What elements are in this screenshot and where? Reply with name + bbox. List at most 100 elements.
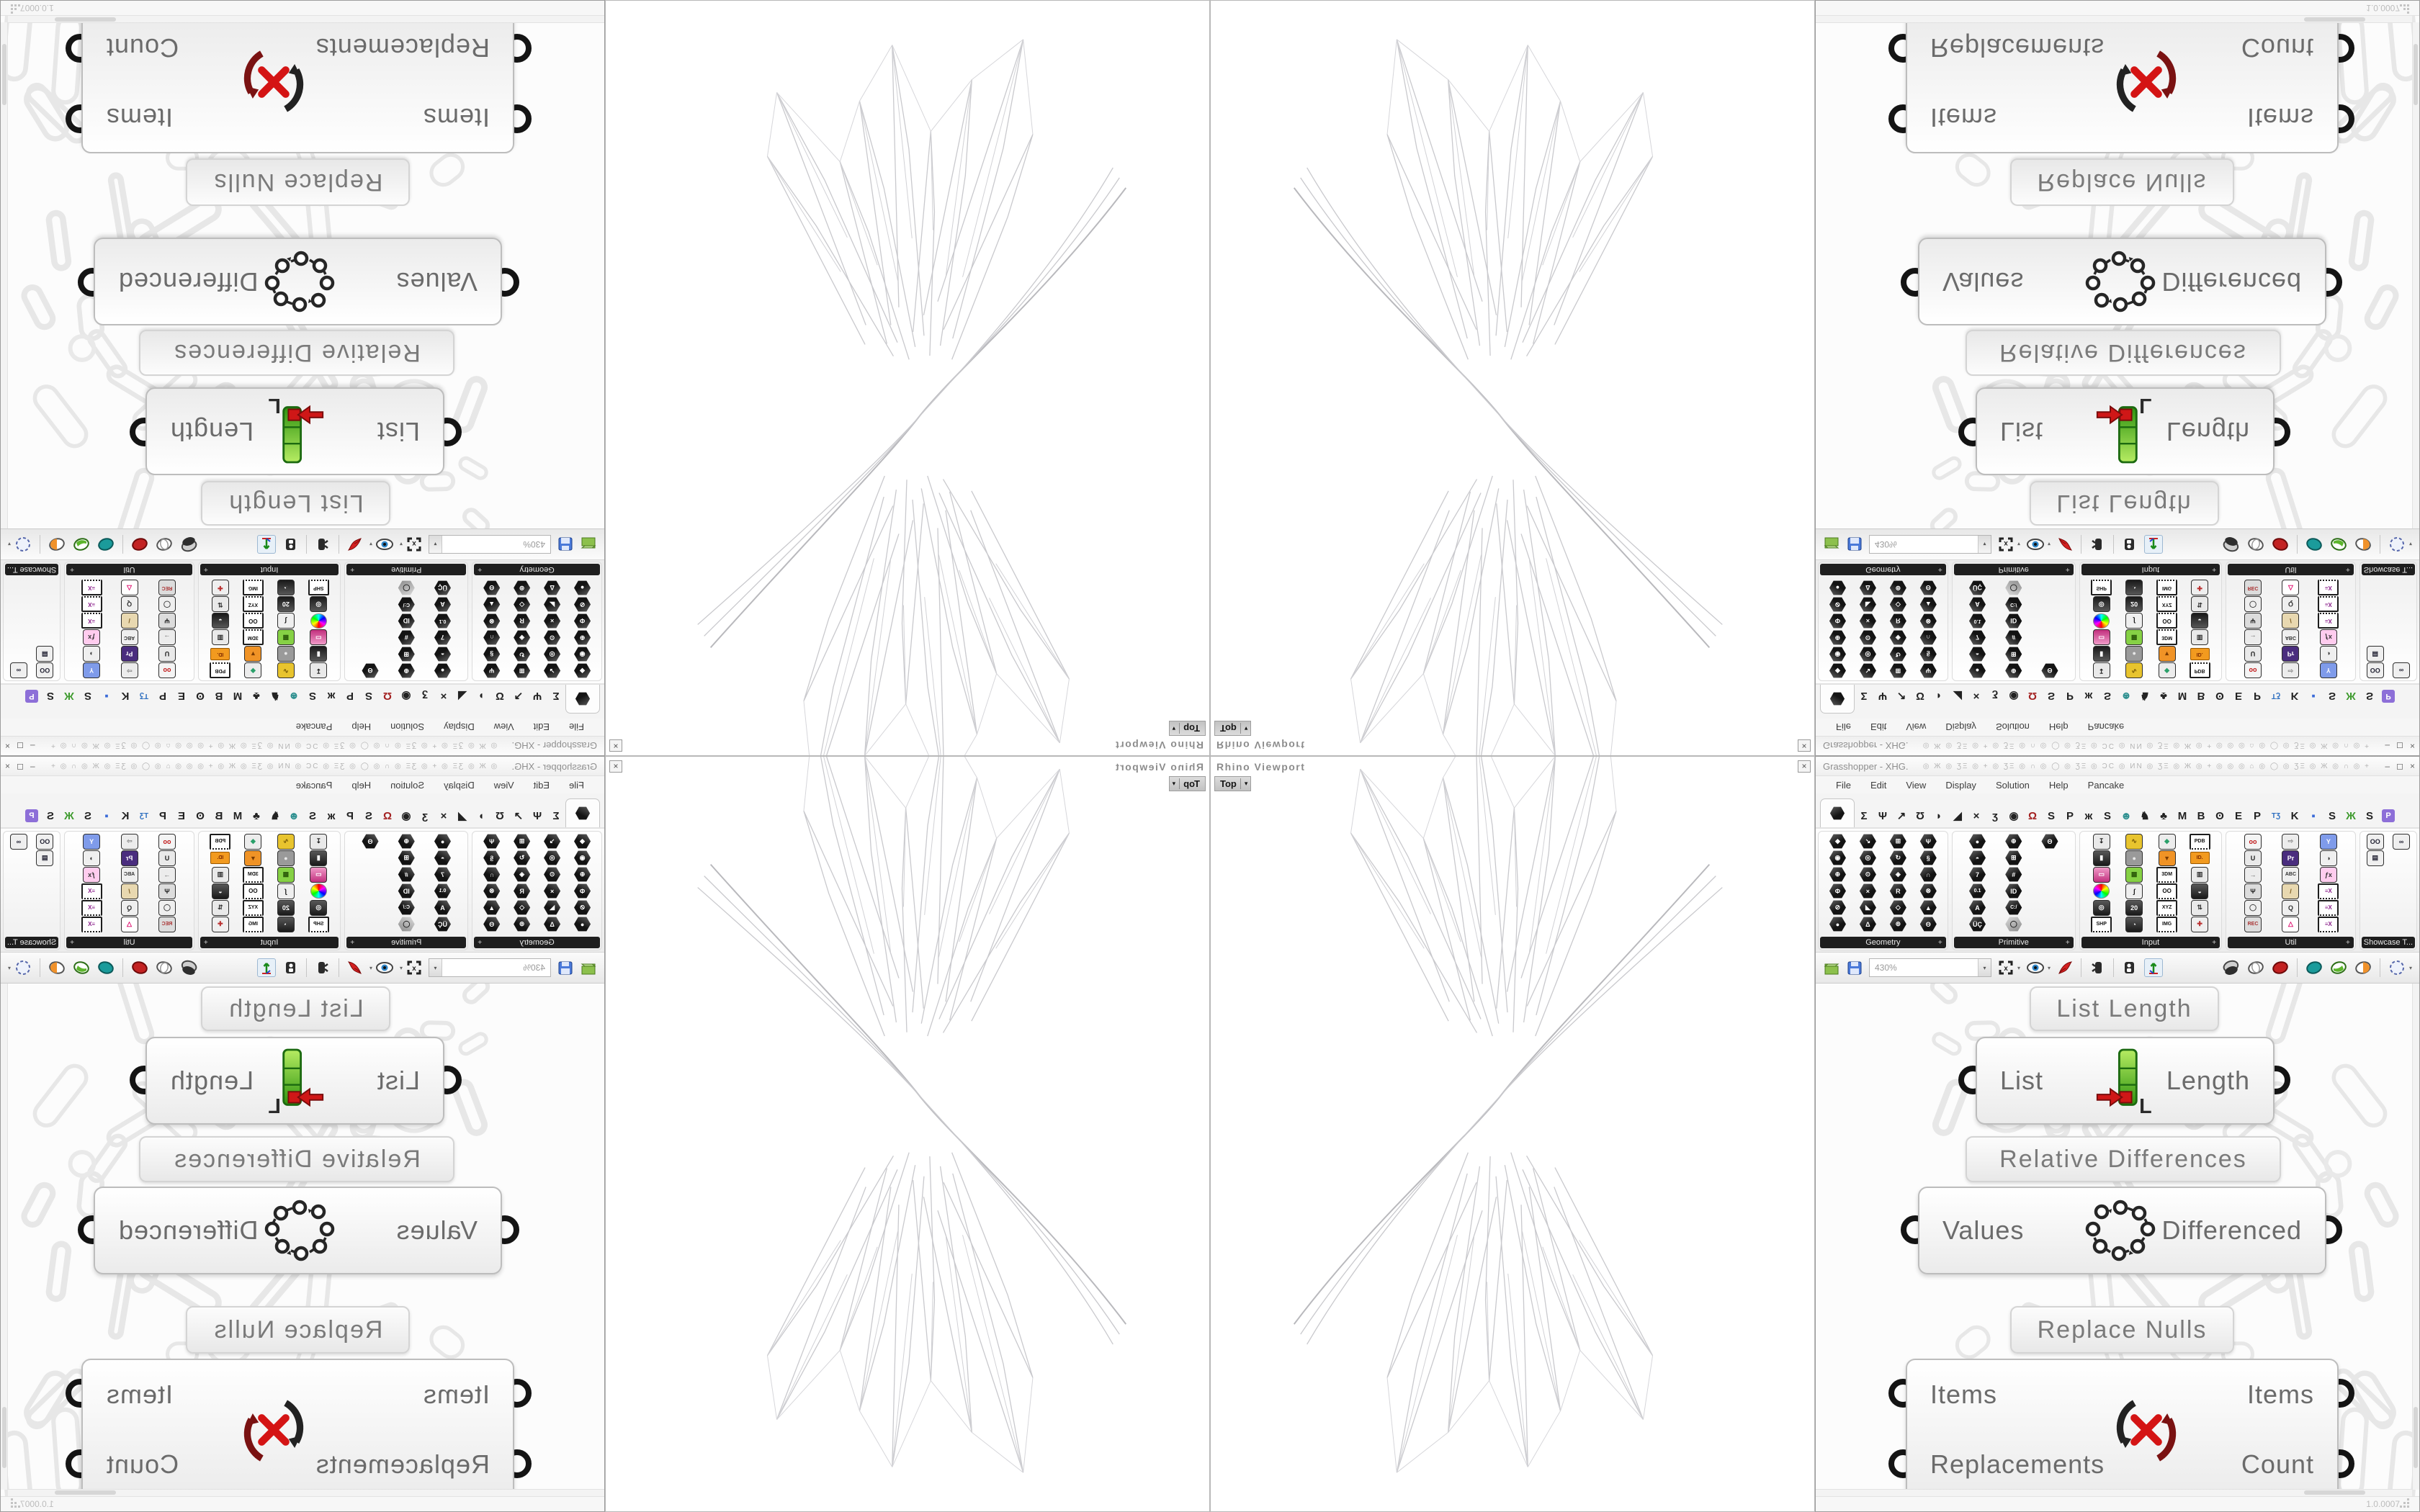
output-grip[interactable] — [128, 1066, 145, 1096]
component-tab-cat-26[interactable]: S — [84, 809, 92, 822]
component-icon[interactable]: × — [1859, 613, 1876, 629]
open-file-icon[interactable] — [1823, 536, 1840, 553]
preview-mesh-grey-icon[interactable] — [2222, 959, 2241, 976]
component-tab-cat-24[interactable]: K — [2290, 809, 2299, 822]
component-icon[interactable]: × — [544, 613, 561, 629]
scrollbar-thumb[interactable] — [2, 44, 6, 105]
component-tab-cat-10[interactable]: Ω — [2027, 809, 2038, 822]
component-icon[interactable]: Δ — [1859, 580, 1876, 595]
group-label-relative-differences[interactable]: Relative Differences — [1966, 330, 2281, 376]
component-icon[interactable]: 7 — [1969, 630, 1986, 645]
component-tab-cat-20[interactable]: ʘ — [196, 690, 205, 703]
component-icon[interactable]: ∩ — [483, 867, 501, 882]
component-icon[interactable]: 20 — [277, 899, 295, 916]
input-param[interactable]: Replacements — [315, 33, 490, 63]
component-icon[interactable]: ◆ — [2158, 662, 2176, 679]
preview-eye-icon[interactable] — [375, 537, 394, 552]
component-tab-cat-12[interactable]: P — [2066, 690, 2074, 703]
chevron-down-icon[interactable]: ▾ — [2048, 541, 2051, 548]
preview-mesh-grey-icon[interactable] — [2222, 536, 2241, 553]
axes-widget-icon[interactable] — [2144, 535, 2164, 554]
component-tab-cat-1[interactable]: Σ — [552, 690, 560, 703]
menu-item-help[interactable]: Help — [2048, 779, 2069, 791]
component-icon[interactable]: △ — [2282, 580, 2300, 596]
component-tab-cat-4[interactable]: Ʊ — [1915, 809, 1925, 822]
component-icon[interactable]: PDB — [2189, 662, 2210, 679]
component-icon[interactable]: OO — [36, 662, 54, 679]
maximize-button[interactable]: ◻ — [2396, 741, 2403, 751]
component-icon[interactable]: PDB — [210, 833, 231, 850]
component-icon[interactable]: ↧ — [310, 662, 328, 679]
component-icon[interactable]: ⇨ — [120, 833, 138, 850]
component-tab-params[interactable] — [1820, 798, 1855, 827]
component-icon[interactable]: ◒ — [2191, 883, 2209, 899]
component-icon[interactable]: ↘ — [544, 834, 561, 849]
component-icon[interactable]: Q — [120, 899, 138, 916]
component-icon[interactable]: ID. — [210, 648, 230, 660]
component-tab-cat-29[interactable]: P — [2379, 685, 2398, 708]
component-tab-cat-25[interactable]: ▪ — [104, 809, 109, 822]
component-icon[interactable]: ◆ — [1829, 834, 1846, 849]
input-grip[interactable] — [514, 32, 532, 63]
menu-item-help[interactable]: Help — [351, 721, 372, 733]
component-icon[interactable]: U — [2244, 850, 2262, 866]
component-tab-cat-2[interactable]: Ψ — [532, 690, 542, 703]
bean-orange-icon[interactable] — [48, 536, 66, 553]
component-tab-cat-7[interactable]: × — [1973, 690, 1980, 703]
output-grip[interactable] — [2339, 1379, 2356, 1409]
component-icon[interactable]: 3DM — [2156, 866, 2178, 883]
save-file-icon[interactable] — [557, 959, 574, 976]
minimize-button[interactable]: – — [30, 761, 35, 771]
menu-item-solution[interactable]: Solution — [390, 721, 425, 733]
component-tab-cat-11[interactable]: S — [2047, 809, 2055, 822]
expand-icon[interactable]: + — [203, 938, 208, 947]
component-icon[interactable]: ⇨ — [120, 662, 138, 679]
component-icon[interactable]: ● — [277, 646, 295, 662]
component-icon[interactable]: Ψ — [483, 663, 501, 678]
grasshopper-canvas[interactable]: List Length List L — [1816, 984, 2419, 1496]
title-bar[interactable]: Grasshopper - XHG. ◎ Ж ◎ ƷΞ ◎ + ◎ ƷΞ ◎ ∩… — [1, 757, 604, 776]
component-icon[interactable]: → — [158, 866, 176, 883]
palette-group-label[interactable]: Util + — [2228, 937, 2354, 948]
group-label-list-length[interactable]: List Length — [2030, 986, 2219, 1031]
output-param[interactable]: Count — [106, 1449, 179, 1479]
component-icon[interactable]: ◔ — [2125, 916, 2143, 932]
component-icon[interactable]: 20 — [2125, 596, 2143, 613]
viewport-view-dropdown[interactable]: Top ▾ — [1168, 721, 1206, 736]
component-tab-cat-15[interactable]: ☻ — [2120, 690, 2132, 703]
component-tab-cat-4[interactable]: Ʊ — [495, 690, 505, 703]
expand-icon[interactable]: + — [478, 565, 483, 574]
component-icon[interactable]: ▥ — [2191, 866, 2209, 883]
bean-green-icon[interactable] — [72, 959, 91, 976]
expand-icon[interactable]: + — [2065, 565, 2070, 574]
component-icon[interactable]: ⊕ — [2005, 663, 2022, 678]
component-replace-nulls[interactable]: Items Replacements Items — [66, 16, 532, 153]
group-label-replace-nulls[interactable]: Replace Nulls — [186, 158, 410, 206]
component-tab-cat-26[interactable]: S — [2328, 690, 2336, 703]
component-icon[interactable]: / — [120, 883, 138, 899]
input-param[interactable]: Replacements — [1930, 1449, 2105, 1479]
menu-item-help[interactable]: Help — [2048, 721, 2069, 733]
component-tab-cat-29[interactable]: P — [2379, 804, 2398, 827]
component-icon[interactable]: ABC — [120, 866, 138, 883]
component-tab-cat-15[interactable]: ☻ — [2120, 809, 2132, 822]
preview-eye-icon[interactable] — [2026, 960, 2045, 975]
component-icon[interactable]: ▤ — [36, 850, 54, 866]
palette-group-label[interactable]: Showcase T... — [2361, 937, 2415, 948]
expand-icon[interactable]: + — [1937, 938, 1942, 947]
component-icon[interactable]: ◑ — [83, 646, 101, 662]
component-icon[interactable]: oo — [2244, 662, 2262, 679]
minimize-button[interactable]: – — [30, 741, 35, 751]
component-relative-differences[interactable]: Values Differenced — [78, 1187, 519, 1274]
component-icon[interactable]: Ψ — [158, 613, 176, 629]
component-icon[interactable]: OO — [2366, 833, 2384, 850]
expand-icon[interactable]: + — [203, 565, 208, 574]
component-icon[interactable]: ◓ — [434, 850, 452, 865]
draw-pen-icon[interactable] — [2056, 959, 2074, 976]
component-tab-cat-22[interactable]: P — [2253, 809, 2261, 822]
horizontal-scrollbar[interactable] — [8, 1489, 604, 1496]
component-tab-cat-6[interactable]: ◢ — [458, 690, 467, 702]
component-icon[interactable]: XYZ — [242, 899, 264, 916]
component-icon[interactable]: ≡X — [81, 883, 102, 899]
component-tab-cat-27[interactable]: Ж — [2346, 809, 2356, 822]
